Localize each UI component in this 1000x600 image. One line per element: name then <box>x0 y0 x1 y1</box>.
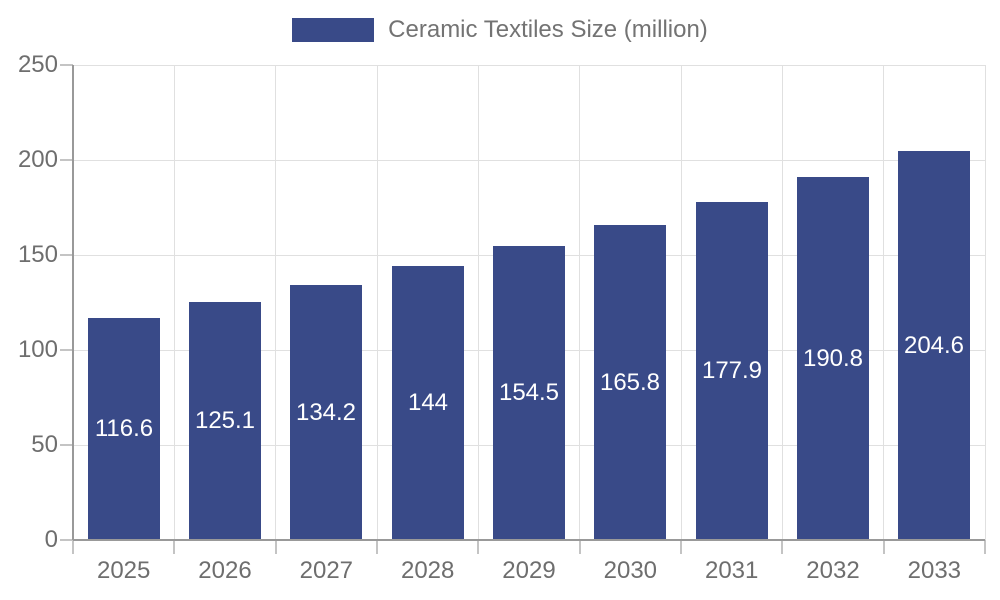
y-axis-label-50: 50 <box>31 431 58 458</box>
gridline-v-1 <box>173 65 175 540</box>
bar-2033[interactable]: 204.6 <box>898 151 970 540</box>
bar-value-label-2026: 125.1 <box>194 407 256 434</box>
y-tick-0 <box>60 539 73 541</box>
gridline-v-8 <box>883 65 885 540</box>
gridline-v-2 <box>275 65 277 540</box>
x-axis-label-2030: 2030 <box>603 557 658 584</box>
x-tick-6 <box>680 540 682 554</box>
bar-value-label-2032: 190.8 <box>802 344 864 372</box>
x-axis-label-2029: 2029 <box>502 557 556 584</box>
plot-area: 116.6 125.1 134.2 144 154.5 165.8 177.9 190.8 20… <box>60 64 986 554</box>
x-tick-9 <box>984 540 986 554</box>
x-axis-label-2027: 2027 <box>299 557 354 584</box>
legend-item[interactable]: Ceramic Textiles Size (million) <box>0 16 1000 44</box>
x-axis-label-2033: 2033 <box>907 557 962 584</box>
y-tick-100 <box>60 349 73 351</box>
gridline-v-6 <box>680 65 682 540</box>
bar-value-label-2025: 116.6 <box>94 415 154 442</box>
bar-2027[interactable]: 134.2 <box>290 285 362 540</box>
x-tick-4 <box>477 540 480 554</box>
legend-label: Ceramic Textiles Size (million) <box>388 16 708 43</box>
gridline-v-9 <box>984 65 986 540</box>
gridline-v-3 <box>376 65 378 540</box>
bar-2032[interactable]: 190.8 <box>797 177 869 540</box>
legend-swatch <box>292 18 375 42</box>
bar-2031[interactable]: 177.9 <box>696 202 768 540</box>
gridline-v-4 <box>477 65 479 540</box>
x-axis-label-2032: 2032 <box>806 557 860 584</box>
x-tick-3 <box>376 540 378 554</box>
x-axis-label-2025: 2025 <box>96 557 151 584</box>
x-axis-label-2028: 2028 <box>400 557 455 584</box>
x-tick-0 <box>72 540 74 554</box>
bar-2026[interactable]: 125.1 <box>189 302 261 540</box>
y-tick-150 <box>60 254 73 256</box>
gridline-h-250 <box>73 64 985 66</box>
y-tick-250 <box>60 64 73 66</box>
bar-value-label-2033: 204.6 <box>903 331 965 359</box>
y-tick-50 <box>60 444 73 446</box>
y-axis-label-250: 250 <box>17 51 58 78</box>
x-tick-8 <box>882 540 885 554</box>
gridline-h-200 <box>73 159 985 161</box>
bar-2028[interactable]: 144 <box>392 266 464 540</box>
x-tick-5 <box>578 540 581 554</box>
bar-2025[interactable]: 116.6 <box>88 318 160 540</box>
y-tick-200 <box>60 159 73 161</box>
x-tick-1 <box>173 540 176 554</box>
x-axis-label-2026: 2026 <box>198 557 252 584</box>
bar-value-label-2030: 165.8 <box>599 368 661 396</box>
y-axis-label-100: 100 <box>17 336 58 363</box>
y-axis-line <box>72 65 74 540</box>
y-axis-label-200: 200 <box>17 146 58 173</box>
x-tick-2 <box>274 540 277 554</box>
x-axis-label-2031: 2031 <box>704 557 759 584</box>
x-axis-line <box>73 539 985 541</box>
bar-value-label-2029: 154.5 <box>498 379 560 406</box>
y-axis-label-150: 150 <box>17 241 58 268</box>
bar-value-label-2028: 144 <box>407 389 449 416</box>
bar-value-label-2031: 177.9 <box>701 357 763 384</box>
y-axis-label-0: 0 <box>44 526 58 553</box>
bar-2030[interactable]: 165.8 <box>594 225 666 540</box>
x-tick-7 <box>781 540 784 554</box>
gridline-v-7 <box>781 65 783 540</box>
bar-value-label-2027: 134.2 <box>295 398 357 426</box>
bar-2029[interactable]: 154.5 <box>493 246 565 540</box>
gridline-v-5 <box>579 65 581 540</box>
